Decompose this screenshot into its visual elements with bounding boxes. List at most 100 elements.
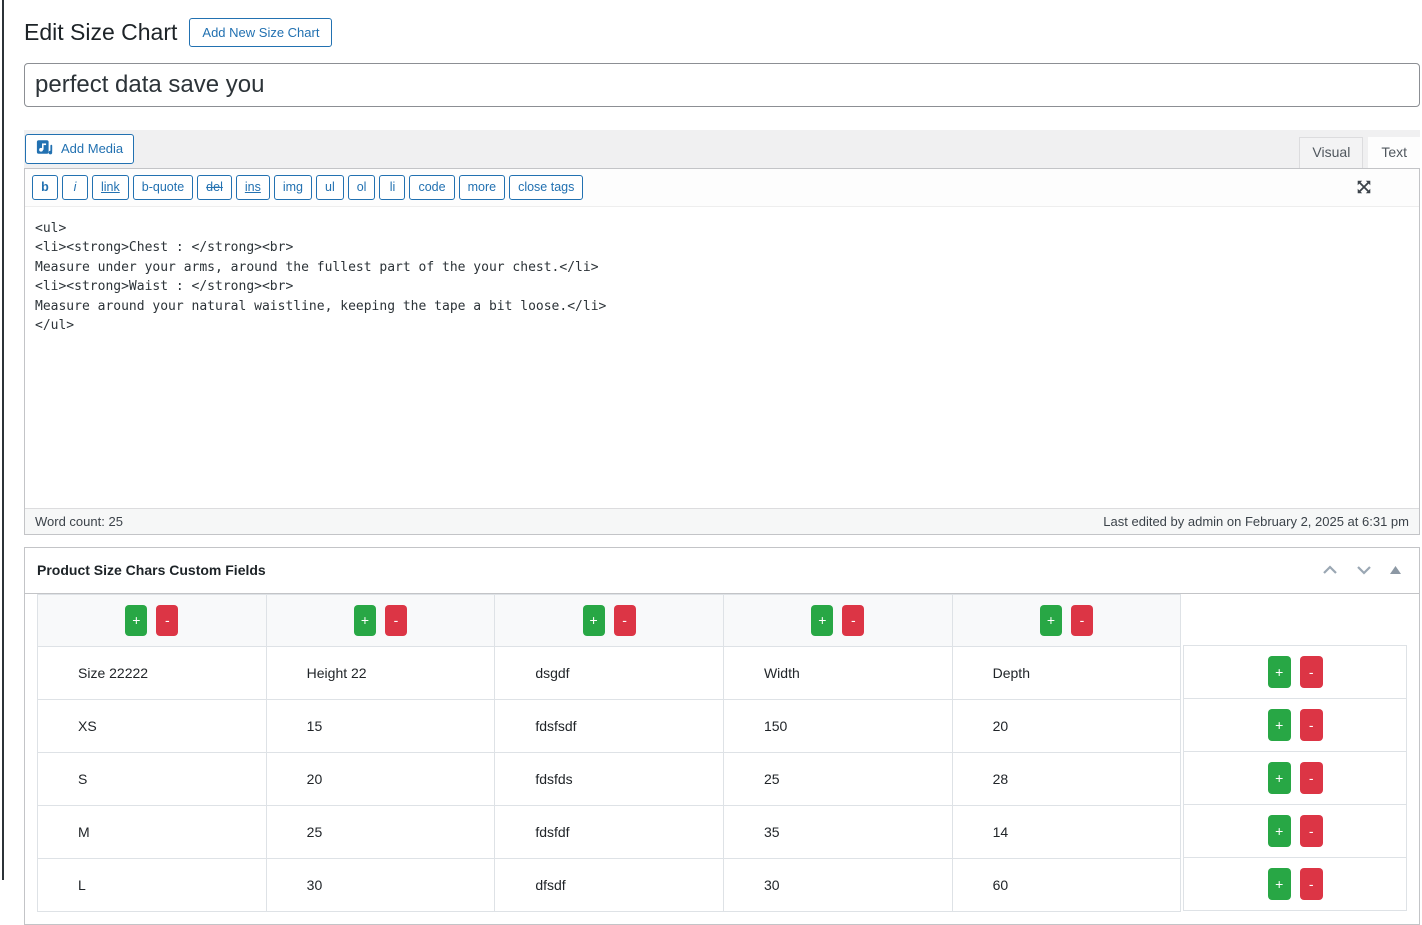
fullscreen-icon — [1355, 180, 1373, 199]
quicktag-ul-button[interactable]: ul — [316, 174, 344, 200]
row-remove-button[interactable]: - — [1299, 868, 1323, 901]
column-add-button[interactable]: + — [811, 604, 834, 636]
column-remove-button[interactable]: - — [156, 604, 179, 636]
editor-toolbar: Add Media Visual Text — [24, 129, 1420, 168]
tab-text[interactable]: Text — [1368, 136, 1420, 168]
column-add-button[interactable]: + — [353, 604, 376, 636]
column-remove-button[interactable]: - — [384, 604, 407, 636]
row-remove-button[interactable]: - — [1299, 709, 1323, 742]
column-controls-row: + - + - + - + — [37, 593, 1182, 647]
add-new-size-chart-button[interactable]: Add New Size Chart — [189, 18, 333, 48]
editor-mode-tabs: Visual Text — [1299, 136, 1420, 168]
cell-input[interactable]: 25 — [265, 804, 496, 859]
cell-input[interactable]: 28 — [951, 751, 1182, 806]
word-count: Word count: 25 — [35, 514, 123, 529]
column-add-button[interactable]: + — [582, 604, 605, 636]
column-controls-cell: + - — [951, 593, 1182, 647]
quicktag-b-button[interactable]: b — [32, 174, 58, 200]
metabox-handle-actions — [1322, 565, 1401, 575]
cell-input[interactable]: M — [37, 804, 267, 859]
metabox-header[interactable]: Product Size Chars Custom Fields — [25, 548, 1419, 594]
cell-input[interactable]: 30 — [722, 857, 953, 912]
row-add-button[interactable]: + — [1267, 815, 1291, 848]
cell-input[interactable]: 60 — [951, 857, 1182, 912]
row-remove-button[interactable]: - — [1299, 762, 1323, 795]
cell-input[interactable]: Depth — [951, 645, 1182, 700]
tab-visual[interactable]: Visual — [1299, 136, 1364, 168]
row-add-button[interactable]: + — [1267, 709, 1291, 742]
cell-input[interactable]: Height 22 — [265, 645, 496, 700]
quicktag-li-button[interactable]: li — [379, 174, 406, 200]
table-row: L 30 dfsdf 30 60 — [37, 857, 1182, 912]
content-line: <ul> — [35, 220, 67, 236]
cell-input[interactable]: 20 — [951, 698, 1182, 753]
cell-input[interactable]: XS — [37, 698, 267, 753]
row-actions-cell: + - — [1183, 645, 1407, 700]
cell-input[interactable]: Size 22222 — [37, 645, 267, 700]
quicktags-toolbar: b i link b-quote del ins img ul ol li co… — [25, 168, 1419, 207]
column-add-button[interactable]: + — [1039, 604, 1062, 636]
cell-input[interactable]: 15 — [265, 698, 496, 753]
edit-size-chart-page: Edit Size Chart Add New Size Chart Add M… — [24, 0, 1420, 925]
row-remove-button[interactable]: - — [1299, 815, 1323, 848]
row-add-button[interactable]: + — [1267, 762, 1291, 795]
row-actions-table: + - + - + - + - — [1183, 594, 1407, 912]
toggle-panel-button[interactable] — [1390, 566, 1401, 575]
fullscreen-button[interactable] — [1355, 178, 1373, 199]
column-remove-button[interactable]: - — [613, 604, 636, 636]
cell-input[interactable]: fdsfdf — [494, 804, 724, 859]
table-row: Size 22222 Height 22 dsgdf Width Depth — [37, 645, 1182, 700]
cell-input[interactable]: 30 — [265, 857, 496, 912]
cell-input[interactable]: 150 — [722, 698, 953, 753]
quicktag-ol-button[interactable]: ol — [347, 174, 376, 200]
metabox-title: Product Size Chars Custom Fields — [37, 562, 266, 579]
cell-input[interactable]: fdsfsdf — [494, 698, 724, 753]
quicktag-i-button[interactable]: i — [62, 174, 88, 200]
custom-fields-metabox: Product Size Chars Custom Fields — [24, 546, 1420, 925]
move-down-button[interactable] — [1356, 565, 1372, 575]
content-line: Measure around your natural waistline, k… — [35, 298, 607, 314]
table-row: XS 15 fdsfsdf 150 20 — [37, 698, 1182, 753]
size-chart-table-area: + - + - + - + — [37, 593, 1407, 912]
quicktag-bquote-button[interactable]: b-quote — [132, 174, 194, 200]
cell-input[interactable]: 25 — [722, 751, 953, 806]
row-actions-cell: + - — [1183, 804, 1407, 859]
size-chart-title-input[interactable] — [24, 62, 1420, 107]
quicktag-code-button[interactable]: code — [409, 174, 455, 200]
cell-input[interactable]: 14 — [951, 804, 1182, 859]
cell-input[interactable]: 20 — [265, 751, 496, 806]
content-line: Measure under your arms, around the full… — [35, 259, 599, 275]
row-add-button[interactable]: + — [1267, 656, 1291, 689]
row-actions-cell: + - — [1183, 698, 1407, 753]
add-media-label: Add Media — [61, 141, 124, 157]
cell-input[interactable]: L — [37, 857, 267, 912]
metabox-body: + - + - + - + — [25, 593, 1419, 924]
row-add-button[interactable]: + — [1267, 868, 1291, 901]
word-count-value: 25 — [108, 513, 123, 529]
quicktag-close-tags-button[interactable]: close tags — [509, 174, 584, 200]
cell-input[interactable]: Width — [722, 645, 953, 700]
content-line: <li><strong>Waist : </strong><br> — [35, 279, 294, 295]
html-content-textarea[interactable]: <ul> <li><strong>Chest : </strong><br> M… — [25, 206, 1419, 508]
column-controls-cell: + - — [494, 593, 724, 647]
admin-menu-edge — [2, 0, 4, 880]
column-controls-cell: + - — [37, 593, 267, 647]
column-remove-button[interactable]: - — [842, 604, 865, 636]
triangle-up-icon — [1390, 562, 1401, 577]
column-add-button[interactable]: + — [125, 604, 148, 636]
chevron-down-icon — [1356, 563, 1372, 578]
row-remove-button[interactable]: - — [1299, 656, 1323, 689]
move-up-button[interactable] — [1322, 565, 1338, 575]
quicktag-img-button[interactable]: img — [273, 174, 312, 200]
quicktag-link-button[interactable]: link — [92, 174, 129, 200]
cell-input[interactable]: fdsfds — [494, 751, 724, 806]
quicktag-more-button[interactable]: more — [458, 174, 506, 200]
column-remove-button[interactable]: - — [1070, 604, 1093, 636]
add-media-button[interactable]: Add Media — [25, 133, 135, 164]
quicktag-del-button[interactable]: del — [197, 174, 232, 200]
cell-input[interactable]: 35 — [722, 804, 953, 859]
cell-input[interactable]: dsgdf — [494, 645, 724, 700]
cell-input[interactable]: S — [37, 751, 267, 806]
cell-input[interactable]: dfsdf — [494, 857, 724, 912]
quicktag-ins-button[interactable]: ins — [235, 174, 270, 200]
